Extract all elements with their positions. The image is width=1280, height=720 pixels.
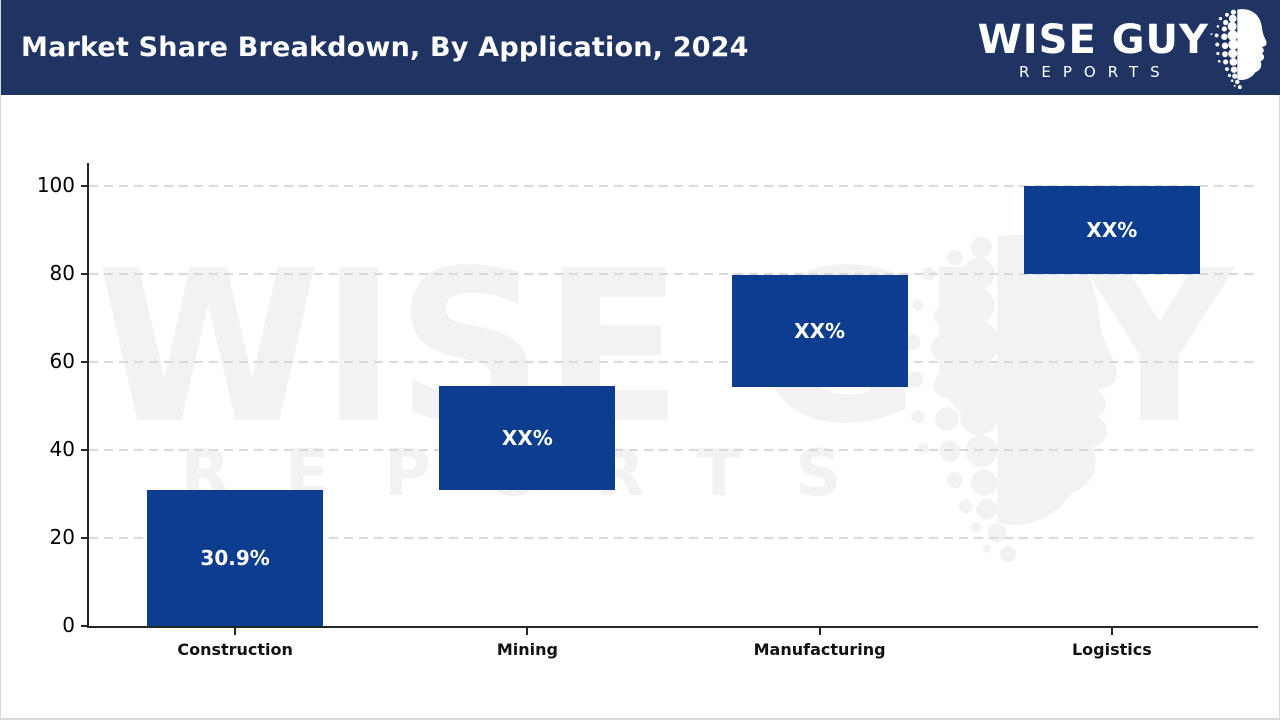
bar-manufacturing: XX% xyxy=(731,275,908,387)
gridline xyxy=(89,536,1258,539)
gridline xyxy=(89,272,1258,275)
logo-text: WISE GUY REPORTS xyxy=(978,18,1209,81)
y-axis-tick-label: 0 xyxy=(62,613,75,637)
bar-value-label: XX% xyxy=(1086,217,1138,242)
y-axis-tick-mark xyxy=(81,360,89,363)
y-axis-tick-label: 80 xyxy=(49,260,75,285)
y-axis-tick-mark xyxy=(81,448,89,451)
wise-guy-reports-logo: WISE GUY REPORTS xyxy=(978,6,1269,92)
y-axis-tick-mark xyxy=(81,272,89,275)
logo-reports: REPORTS xyxy=(1018,62,1172,81)
gridline xyxy=(89,184,1258,187)
x-axis-line xyxy=(87,626,1258,628)
y-axis-tick-label: 100 xyxy=(36,172,75,197)
y-axis-tick-label: 20 xyxy=(49,524,75,549)
bar-value-label: XX% xyxy=(794,319,846,344)
y-axis-line xyxy=(87,163,89,628)
y-axis-tick-label: 60 xyxy=(49,348,75,373)
x-axis-tick-mark xyxy=(526,628,529,635)
header-bar: Market Share Breakdown, By Application, … xyxy=(1,0,1280,95)
x-axis-tick-mark xyxy=(1110,628,1113,635)
bar-value-label: XX% xyxy=(501,426,553,451)
bar-construction: 30.9% xyxy=(147,489,324,626)
gridline xyxy=(89,448,1258,451)
bar-mining: XX% xyxy=(439,386,616,490)
y-axis-tick-mark xyxy=(81,536,89,539)
x-category-label: Logistics xyxy=(1071,640,1152,659)
x-category-label: Construction xyxy=(177,640,293,659)
x-category-label: Manufacturing xyxy=(753,640,886,659)
bar-logistics: XX% xyxy=(1023,185,1200,275)
y-axis-tick-label: 40 xyxy=(49,436,75,461)
y-axis-tick-mark xyxy=(81,625,89,627)
logo-face-dots-icon xyxy=(1210,9,1267,90)
gridline xyxy=(89,360,1258,363)
y-axis-tick-mark xyxy=(81,184,89,187)
x-axis-tick-mark xyxy=(234,628,237,635)
logo-wise-guy: WISE GUY xyxy=(977,16,1209,63)
x-category-label: Mining xyxy=(496,640,558,659)
page-title: Market Share Breakdown, By Application, … xyxy=(21,32,749,63)
x-axis-tick-mark xyxy=(818,628,821,635)
bar-value-label: 30.9% xyxy=(200,545,270,570)
